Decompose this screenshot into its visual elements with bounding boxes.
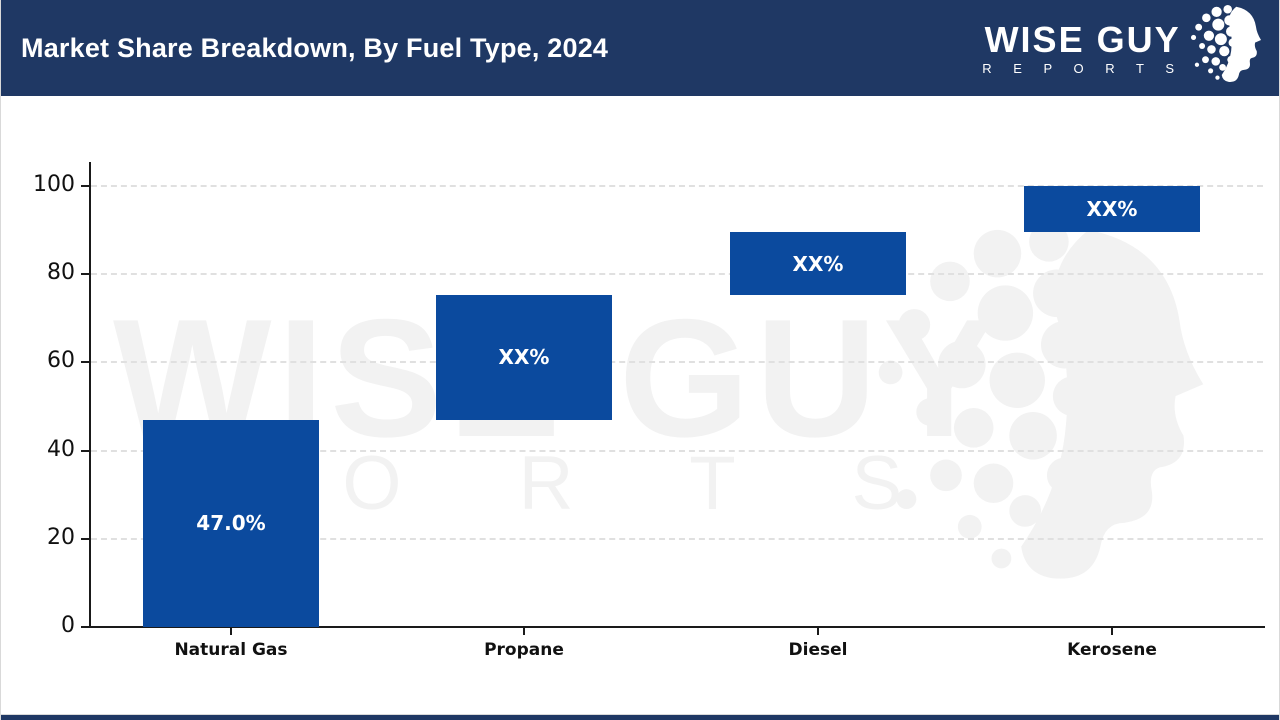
x-tick-label-propane: Propane	[484, 640, 564, 660]
footer-hairline	[1, 714, 1279, 715]
y-axis-spine	[89, 162, 91, 628]
logo-subtitle: R E P O R T S	[982, 61, 1183, 76]
y-tick-label-100: 100	[33, 172, 75, 197]
bar-kerosene: XX%	[1024, 186, 1200, 233]
logo-wordmark: WISE GUY	[984, 19, 1181, 60]
gridline-80	[91, 273, 1263, 276]
bar-diesel: XX%	[730, 232, 906, 295]
gridline-100	[91, 185, 1263, 187]
y-tick-mark-20	[81, 537, 89, 540]
y-tick-label-0: 0	[61, 613, 75, 638]
y-tick-label-80: 80	[47, 260, 75, 286]
x-tick-label-kerosene: Kerosene	[1067, 640, 1157, 660]
gridline-60	[91, 361, 1263, 364]
x-tick-mark-3	[817, 628, 819, 635]
y-tick-label-20: 20	[47, 524, 75, 550]
y-tick-mark-0	[81, 626, 89, 628]
y-tick-label-60: 60	[47, 348, 75, 374]
bar-value-label: XX%	[1086, 197, 1138, 222]
y-tick-mark-40	[81, 449, 89, 452]
y-tick-label-40: 40	[47, 436, 75, 462]
y-tick-mark-80	[81, 273, 89, 276]
x-tick-label-natural-gas: Natural Gas	[174, 640, 288, 660]
page-title: Market Share Breakdown, By Fuel Type, 20…	[21, 32, 609, 63]
watermark-head-icon	[851, 212, 1231, 617]
gridline-40	[91, 449, 1263, 452]
x-tick-mark-1	[230, 628, 232, 635]
logo-text: WISE GUY R E P O R T S	[982, 19, 1183, 77]
bar-propane: XX%	[436, 294, 612, 420]
wise-guy-reports-logo: WISE GUY R E P O R T S	[982, 3, 1267, 94]
header-bar: Market Share Breakdown, By Fuel Type, 20…	[1, 0, 1279, 96]
logo-head-icon	[1185, 3, 1267, 94]
x-axis-spine	[89, 626, 1265, 628]
gridline-20	[91, 537, 1263, 540]
x-tick-mark-2	[523, 628, 525, 635]
y-tick-mark-100	[81, 185, 89, 187]
bar-natural-gas: 47.0%	[143, 419, 319, 627]
bar-value-label: 47.0%	[196, 511, 266, 536]
bar-value-label: XX%	[792, 251, 844, 276]
x-tick-mark-4	[1111, 628, 1113, 635]
bar-value-label: XX%	[498, 345, 550, 370]
footer-strip	[1, 715, 1279, 720]
x-tick-label-diesel: Diesel	[788, 640, 848, 660]
y-tick-mark-60	[81, 361, 89, 364]
